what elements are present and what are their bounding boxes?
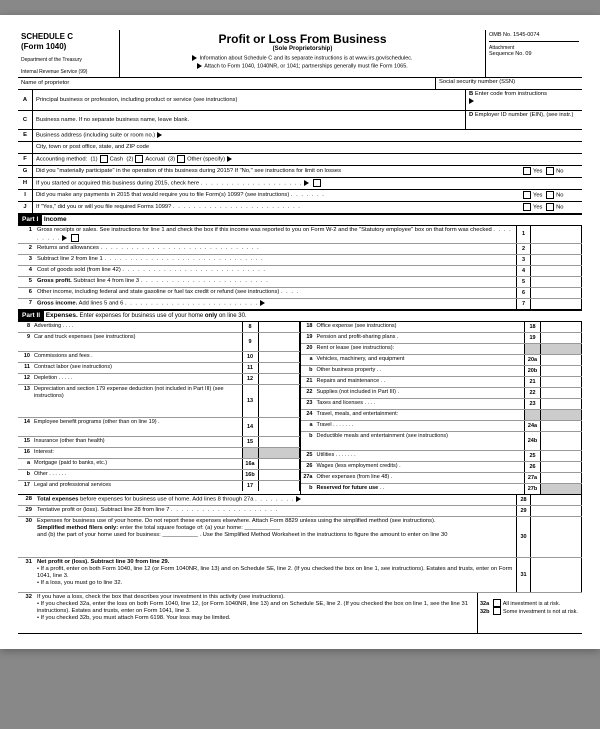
- checkbox-accrual[interactable]: [135, 155, 143, 163]
- text-E2: City, town or post office, state, and ZI…: [33, 143, 582, 152]
- checkbox-I-no[interactable]: [546, 191, 554, 199]
- checkbox-J-yes[interactable]: [523, 203, 531, 211]
- box-32: 32a All investment is at risk.32b Some i…: [477, 593, 582, 633]
- box-D: D Employer ID number (EIN), (see instr.): [465, 111, 582, 129]
- label-G: G: [18, 166, 33, 177]
- form-subtitle: (Sole Proprietorship): [124, 46, 481, 53]
- checkbox-cash[interactable]: [100, 155, 108, 163]
- seq-label: Sequence No. 09: [489, 51, 579, 58]
- line-2: 2Returns and allowances . . . . . . . . …: [18, 244, 582, 255]
- l32-opts: 32a All investment is at risk.32b Some i…: [480, 601, 578, 615]
- amt-1[interactable]: [531, 226, 582, 243]
- label-A: A: [18, 90, 33, 110]
- line-5: 5Gross profit. Gross profit. Subtract li…: [18, 277, 582, 288]
- text-F: Accounting method: (1)Cash (2)Accrual (3…: [33, 154, 582, 164]
- label-J: J: [18, 202, 33, 213]
- row-C: C Business name. If no separate business…: [18, 111, 582, 130]
- text-I: Did you make any payments in 2015 that w…: [33, 191, 520, 200]
- text-G: Did you "materially participate" in the …: [33, 167, 520, 176]
- part2-header: Part II Expenses. Enter expenses for bus…: [18, 310, 582, 322]
- header: SCHEDULE C (Form 1040) Department of the…: [18, 30, 582, 78]
- label-E: E: [18, 130, 33, 141]
- header-left: SCHEDULE C (Form 1040) Department of the…: [18, 30, 120, 77]
- ssn-label: Social security number (SSN): [435, 78, 582, 89]
- line-28: 28Total expenses before expenses for bus…: [18, 495, 582, 506]
- exp-left: 8Advertising . . . .8 9Car and truck exp…: [18, 322, 300, 494]
- header-center: Profit or Loss From Business (Sole Propr…: [120, 30, 485, 77]
- row-J: J If "Yes," did you or will you file req…: [18, 202, 582, 214]
- row-E: E Business address (including suite or r…: [18, 130, 582, 142]
- row-G: G Did you "materially participate" in th…: [18, 166, 582, 178]
- line-29: 29Tentative profit or (loss). Subtract l…: [18, 506, 582, 517]
- exp-right: 18Office expense (see instructions)18 19…: [300, 322, 583, 494]
- label-I: I: [18, 190, 33, 201]
- text-H: If you started or acquired this business…: [33, 178, 582, 188]
- part1-header: Part I Income: [18, 214, 582, 226]
- row-I: I Did you make any payments in 2015 that…: [18, 190, 582, 202]
- line-30: 30Expenses for business use of your home…: [18, 517, 582, 558]
- dept-label: Department of the Treasury: [21, 57, 116, 63]
- line-1: 1Gross receipts or sales. See instructio…: [18, 226, 582, 244]
- checkbox-32b[interactable]: [493, 607, 501, 615]
- checkbox-other[interactable]: [177, 155, 185, 163]
- checkbox-G-yes[interactable]: [523, 167, 531, 175]
- name-label: Name of proprietor: [18, 79, 435, 88]
- omb-label: OMB No. 1545-0074: [489, 32, 579, 42]
- expense-grid: 8Advertising . . . .8 9Car and truck exp…: [18, 322, 582, 495]
- form-page: SCHEDULE C (Form 1040) Department of the…: [0, 15, 600, 649]
- checkbox-G-no[interactable]: [546, 167, 554, 175]
- row-H: H If you started or acquired this busine…: [18, 178, 582, 190]
- checkbox-J-no[interactable]: [546, 203, 554, 211]
- header-right: OMB No. 1545-0074 Attachment Sequence No…: [485, 30, 582, 77]
- box-B: B Enter code from instructions: [465, 90, 582, 110]
- line-3: 3Subtract line 2 from line 1 . . . . . .…: [18, 255, 582, 266]
- row-F: F Accounting method: (1)Cash (2)Accrual …: [18, 154, 582, 166]
- info-2: Attach to Form 1040, 1040NR, or 1041; pa…: [124, 63, 481, 70]
- irs-label: Internal Revenue Service (99): [21, 69, 116, 75]
- line-31: 31Net profit or (loss). Subtract line 30…: [18, 558, 582, 593]
- line-32: 32If you have a loss, check the box that…: [18, 593, 582, 634]
- row-A: A Principal business or profession, incl…: [18, 90, 582, 111]
- row-E2: City, town or post office, state, and ZI…: [18, 142, 582, 154]
- schedule-label: SCHEDULE C: [21, 32, 116, 42]
- checkbox-H[interactable]: [313, 179, 321, 187]
- text-C: Business name. If no separate business n…: [33, 116, 465, 125]
- text-A: Principal business or profession, includ…: [33, 96, 465, 105]
- text-J: If "Yes," did you or will you file requi…: [33, 203, 520, 212]
- label-C: C: [18, 111, 33, 129]
- form-title: Profit or Loss From Business: [124, 32, 481, 46]
- text-E: Business address (including suite or roo…: [33, 131, 582, 140]
- label-H: H: [18, 178, 33, 189]
- line-6: 6Other income, including federal and sta…: [18, 288, 582, 299]
- label-F: F: [18, 154, 33, 165]
- checkbox-32a[interactable]: [493, 599, 501, 607]
- line-4: 4Cost of goods sold (from line 42) . . .…: [18, 266, 582, 277]
- form-label: (Form 1040): [21, 42, 116, 52]
- info-1: Information about Schedule C and its sep…: [124, 55, 481, 62]
- checkbox-I-yes[interactable]: [523, 191, 531, 199]
- line-7: 7Gross income. Add lines 5 and 6 . . . .…: [18, 299, 582, 310]
- name-row: Name of proprietor Social security numbe…: [18, 78, 582, 90]
